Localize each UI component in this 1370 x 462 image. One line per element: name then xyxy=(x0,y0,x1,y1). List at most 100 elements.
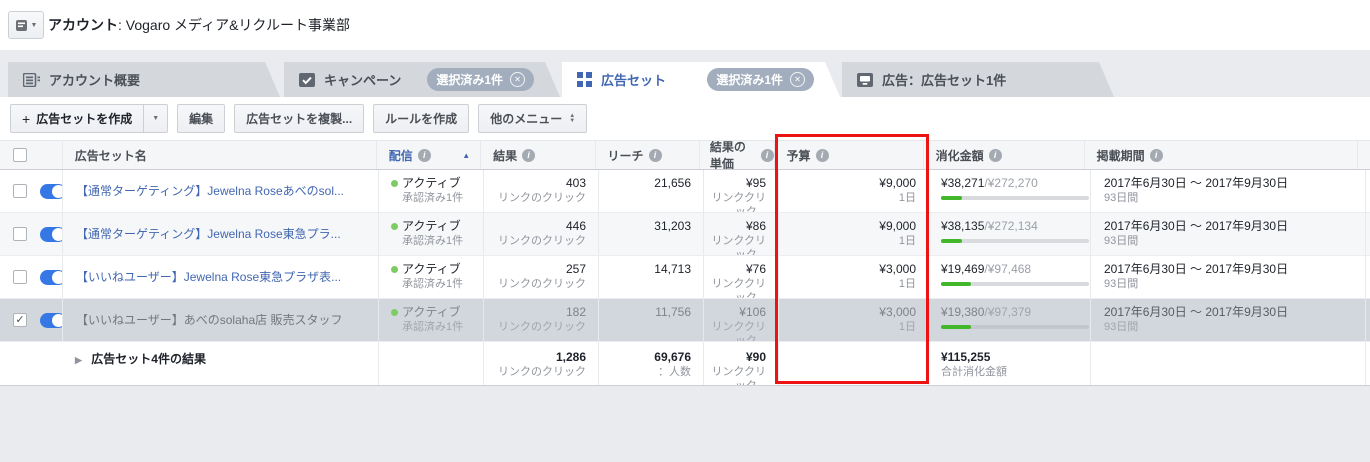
budget-value: ¥9,000 xyxy=(879,176,916,190)
create-adset-label: 広告セットを作成 xyxy=(36,111,133,126)
adset-name-link[interactable]: 【通常ターゲティング】Jewelna Rose東急プラ... xyxy=(76,227,341,241)
edit-button[interactable]: 編集 xyxy=(177,104,226,133)
badge-label: 選択済み1件 xyxy=(716,73,783,87)
header-schedule[interactable]: 掲載期間 i xyxy=(1083,141,1357,169)
tab-ads[interactable]: 広告：広告セット1件 xyxy=(842,62,1114,97)
header-results[interactable]: 結果 i xyxy=(480,141,594,169)
campaign-icon xyxy=(299,73,315,87)
duplicate-label: 広告セットを複製... xyxy=(246,112,353,126)
top-bar: ▼ アカウント: Vogaro メディア&リクルート事業部 xyxy=(0,0,1370,50)
spend-value: ¥19,469/¥97,468 xyxy=(941,262,1032,276)
table-row-selected[interactable]: ✓ 【いいねユーザー】あべのsolaha店 販売スタッフ アクティブ 承認済み1… xyxy=(0,299,1370,342)
campaign-selected-badge[interactable]: 選択済み1件 ✕ xyxy=(427,68,534,91)
info-icon[interactable]: i xyxy=(417,148,431,162)
active-status-dot xyxy=(391,309,398,316)
sort-asc-icon: ▲ xyxy=(462,150,471,160)
delivery-substatus: 承認済み1件 xyxy=(402,235,464,247)
create-adset-caret-button[interactable]: ▼ xyxy=(144,104,169,133)
info-icon[interactable]: i xyxy=(648,148,662,162)
adset-name-link[interactable]: 【いいねユーザー】Jewelna Rose東急プラザ表... xyxy=(76,270,342,284)
rule-label: ルールを作成 xyxy=(385,112,458,126)
duplicate-adset-button[interactable]: 広告セットを複製... xyxy=(234,104,365,133)
cost-type: リンククリック... xyxy=(711,278,766,298)
cost-type: リンククリック... xyxy=(711,235,766,255)
tab-account-overview[interactable]: アカウント概要 xyxy=(8,62,280,97)
schedule-duration: 93日間 xyxy=(1104,235,1139,247)
info-icon[interactable]: i xyxy=(988,148,1002,162)
row-checkbox[interactable] xyxy=(13,227,27,241)
results-type: リンクのクリック xyxy=(498,235,586,247)
results-value: 182 xyxy=(565,305,586,319)
create-adset-button[interactable]: + 広告セットを作成 xyxy=(10,104,145,133)
edit-label: 編集 xyxy=(189,112,214,126)
adset-active-toggle[interactable] xyxy=(40,227,62,242)
close-icon[interactable]: ✕ xyxy=(510,72,525,87)
row-checkbox-checked[interactable]: ✓ xyxy=(13,313,27,327)
tab-label: アカウント概要 xyxy=(49,73,141,88)
results-value: 446 xyxy=(565,219,586,233)
budget-value: ¥9,000 xyxy=(879,219,916,233)
header-amount-spent[interactable]: 消化金額 i xyxy=(922,141,1084,169)
spend-progress-bar xyxy=(941,282,1089,286)
adset-active-toggle[interactable] xyxy=(40,184,62,199)
summary-spend-label: 合計消化金額 xyxy=(941,366,1007,378)
header-cost-per-result[interactable]: 結果の単価 i xyxy=(698,141,774,169)
more-menu-label: 他のメニュー xyxy=(490,112,563,126)
account-scope-button[interactable]: ▼ xyxy=(8,11,44,39)
summary-reach: 69,676 xyxy=(654,350,691,364)
table-row[interactable]: 【通常ターゲティング】Jewelna Roseあべのsol... アクティブ 承… xyxy=(0,170,1370,213)
header-label: 広告セット名 xyxy=(74,148,147,163)
header-label: 消化金額 xyxy=(935,148,984,163)
spend-value: ¥19,380/¥97,379 xyxy=(941,305,1032,319)
summary-reach-type: ：人数 xyxy=(658,366,691,378)
header-budget[interactable]: 予算 i xyxy=(773,141,923,169)
delivery-status: アクティブ xyxy=(391,218,483,234)
info-icon[interactable]: i xyxy=(815,148,829,162)
results-type: リンクのクリック xyxy=(498,321,586,333)
row-checkbox[interactable] xyxy=(13,270,27,284)
header-label: 結果の単価 xyxy=(709,141,746,169)
table-row[interactable]: 【通常ターゲティング】Jewelna Rose東急プラ... アクティブ 承認済… xyxy=(0,213,1370,256)
adset-active-toggle[interactable] xyxy=(40,313,62,328)
expand-arrow-icon[interactable]: ▶ xyxy=(75,355,82,365)
more-menu-button[interactable]: 他のメニュー ▲ ▼ xyxy=(478,104,588,133)
info-icon[interactable]: i xyxy=(760,148,774,162)
spend-progress-bar xyxy=(941,196,1089,200)
create-adset-split-button: + 広告セットを作成 ▼ xyxy=(10,104,169,133)
header-adset-name[interactable]: 広告セット名 xyxy=(61,141,376,169)
tab-campaigns[interactable]: キャンペーン 選択済み1件 ✕ xyxy=(284,62,560,97)
spend-progress-bar xyxy=(941,325,1089,329)
adsets-panel: + 広告セットを作成 ▼ 編集 広告セットを複製... ルールを作成 他のメニュ… xyxy=(0,97,1370,386)
spend-value: ¥38,135/¥272,134 xyxy=(941,219,1038,233)
summary-spend: ¥115,255 xyxy=(941,350,991,364)
level-tabs: アカウント概要 キャンペーン 選択済み1件 ✕ 広告セット 選択済み1件 ✕ 広… xyxy=(0,62,1370,97)
table-row[interactable]: 【いいねユーザー】Jewelna Rose東急プラザ表... アクティブ 承認済… xyxy=(0,256,1370,299)
adset-name-link[interactable]: 【いいねユーザー】あべのsolaha店 販売スタッフ xyxy=(76,313,343,327)
summary-cost-type: リンククリック... xyxy=(711,366,766,385)
results-type: リンクのクリック xyxy=(498,278,586,290)
summary-results: 1,286 xyxy=(555,350,586,364)
summary-results-type: リンクのクリック xyxy=(498,366,586,378)
schedule-range: 2017年6月30日 ～ 2017年9月30日 xyxy=(1104,176,1289,190)
adset-name-link[interactable]: 【通常ターゲティング】Jewelna Roseあべのsol... xyxy=(76,184,344,198)
toggle-column-header xyxy=(40,141,62,169)
tab-ad-sets[interactable]: 広告セット 選択済み1件 ✕ xyxy=(562,62,840,97)
tab-label: 広告：広告セット1件 xyxy=(882,73,1007,88)
header-delivery[interactable]: 配信 i ▲ xyxy=(375,141,480,169)
active-status-dot xyxy=(391,180,398,187)
header-reach[interactable]: リーチ i xyxy=(594,141,699,169)
select-all-checkbox[interactable] xyxy=(12,148,27,162)
info-icon[interactable]: i xyxy=(522,148,536,162)
create-rule-button[interactable]: ルールを作成 xyxy=(373,104,470,133)
row-checkbox[interactable] xyxy=(13,184,27,198)
results-value: 257 xyxy=(565,262,586,276)
header-label: 配信 xyxy=(388,148,413,163)
reach-value: 11,756 xyxy=(655,305,691,319)
summary-row: ▶ 広告セット4件の結果 1,286 リンクのクリック 69,676 ：人数 ¥… xyxy=(0,342,1370,386)
adset-selected-badge[interactable]: 選択済み1件 ✕ xyxy=(707,68,814,91)
account-value: Vogaro メディア&リクルート事業部 xyxy=(125,17,350,33)
adset-active-toggle[interactable] xyxy=(40,270,62,285)
sort-updown-icon: ▲ ▼ xyxy=(569,112,576,124)
close-icon[interactable]: ✕ xyxy=(790,72,805,87)
info-icon[interactable]: i xyxy=(1149,148,1163,162)
